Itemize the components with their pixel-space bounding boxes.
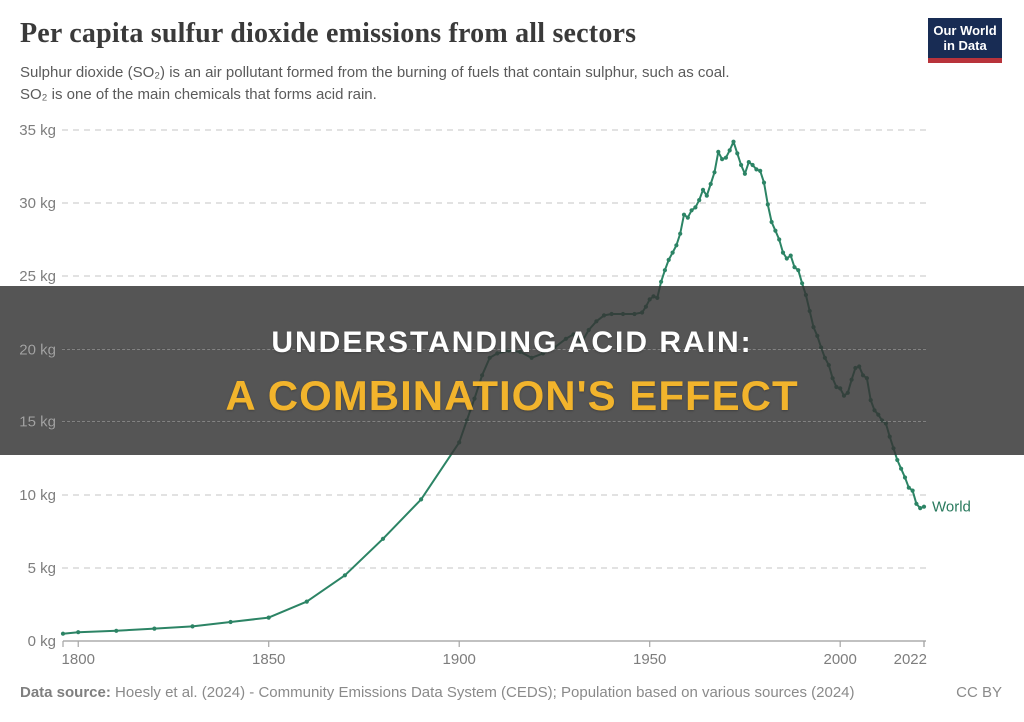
chart-subtitle: Sulphur dioxide (SO₂) is an air pollutan… bbox=[20, 62, 900, 106]
data-source: Data source: Hoesly et al. (2024) - Comm… bbox=[20, 684, 855, 701]
data-point[interactable] bbox=[693, 205, 698, 210]
data-point[interactable] bbox=[784, 256, 789, 261]
data-point[interactable] bbox=[742, 171, 748, 176]
data-point[interactable] bbox=[895, 457, 900, 463]
data-point[interactable] bbox=[765, 202, 770, 207]
data-point[interactable] bbox=[910, 488, 915, 493]
subtitle-line-2: SO₂ is one of the main chemicals that fo… bbox=[20, 86, 377, 103]
y-axis-label: 25 kg bbox=[19, 268, 56, 285]
banner-subheadline: A COMBINATION'S EFFECT bbox=[225, 372, 799, 419]
banner-headline: UNDERSTANDING ACID RAIN: bbox=[271, 326, 753, 359]
data-point[interactable] bbox=[708, 181, 713, 187]
data-point[interactable] bbox=[419, 497, 424, 502]
data-point[interactable] bbox=[773, 228, 778, 233]
data-point[interactable] bbox=[727, 148, 732, 153]
data-point[interactable] bbox=[914, 501, 919, 506]
data-source-label: Data source: bbox=[20, 684, 111, 701]
data-point[interactable] bbox=[704, 193, 709, 198]
data-point[interactable] bbox=[723, 155, 729, 160]
y-axis-label: 5 kg bbox=[28, 560, 56, 577]
data-point[interactable] bbox=[720, 157, 725, 162]
data-point[interactable] bbox=[780, 250, 786, 255]
data-point[interactable] bbox=[697, 198, 702, 203]
data-point[interactable] bbox=[662, 268, 668, 273]
data-point[interactable] bbox=[266, 615, 271, 620]
data-point[interactable] bbox=[761, 180, 767, 185]
data-point[interactable] bbox=[796, 268, 801, 273]
data-point[interactable] bbox=[716, 149, 721, 154]
data-point[interactable] bbox=[792, 265, 797, 270]
x-axis-label: 2022 bbox=[894, 651, 927, 668]
data-point[interactable] bbox=[670, 250, 675, 255]
y-axis-label-15kg: 15 kg bbox=[19, 413, 56, 431]
owid-logo-line-2: in Data bbox=[943, 38, 987, 53]
x-axis-label: 2000 bbox=[823, 651, 856, 668]
y-axis-label: 10 kg bbox=[19, 487, 56, 504]
data-point[interactable] bbox=[750, 162, 755, 168]
overlay-banner: 20 kg 15 kg UNDERSTANDING ACID RAIN: A C… bbox=[0, 286, 1024, 455]
page-title: Per capita sulfur dioxide emissions from… bbox=[20, 18, 637, 49]
gridline-20kg bbox=[62, 349, 926, 350]
data-point[interactable] bbox=[788, 253, 793, 258]
data-point[interactable] bbox=[60, 631, 66, 636]
data-point[interactable] bbox=[152, 626, 157, 631]
data-point[interactable] bbox=[746, 160, 751, 165]
data-point[interactable] bbox=[735, 151, 740, 156]
data-point[interactable] bbox=[689, 208, 694, 213]
data-point[interactable] bbox=[700, 187, 706, 192]
data-point[interactable] bbox=[921, 504, 927, 509]
data-point[interactable] bbox=[731, 139, 736, 144]
data-point[interactable] bbox=[681, 212, 687, 217]
data-point[interactable] bbox=[380, 536, 386, 541]
gridline-15kg bbox=[62, 421, 926, 422]
data-point[interactable] bbox=[685, 215, 690, 220]
subtitle-line-1: Sulphur dioxide (SO₂) is an air pollutan… bbox=[20, 64, 730, 81]
x-axis-label: 1900 bbox=[443, 651, 476, 668]
data-point[interactable] bbox=[769, 219, 774, 225]
data-point[interactable] bbox=[659, 279, 664, 284]
data-point[interactable] bbox=[777, 237, 782, 242]
y-axis-label: 0 kg bbox=[28, 633, 56, 650]
x-axis-label: 1950 bbox=[633, 651, 666, 668]
data-point[interactable] bbox=[758, 168, 763, 173]
license-link[interactable]: CC BY bbox=[956, 684, 1002, 701]
x-axis-label: 1850 bbox=[252, 651, 285, 668]
data-point[interactable] bbox=[76, 630, 81, 635]
data-point[interactable] bbox=[666, 257, 671, 262]
y-axis-label-20kg: 20 kg bbox=[19, 341, 56, 359]
data-point[interactable] bbox=[114, 628, 119, 633]
data-point[interactable] bbox=[902, 475, 908, 480]
data-point[interactable] bbox=[800, 281, 805, 286]
data-point[interactable] bbox=[754, 167, 759, 172]
data-point[interactable] bbox=[342, 573, 347, 578]
data-point[interactable] bbox=[918, 506, 923, 511]
data-point[interactable] bbox=[190, 624, 195, 629]
data-point[interactable] bbox=[678, 231, 683, 236]
owid-logo-line-1: Our World bbox=[933, 23, 997, 38]
data-point[interactable] bbox=[906, 485, 911, 490]
data-source-text[interactable]: Hoesly et al. (2024) - Community Emissio… bbox=[115, 684, 855, 701]
data-point[interactable] bbox=[228, 619, 233, 625]
data-point[interactable] bbox=[739, 162, 744, 168]
data-point[interactable] bbox=[899, 466, 904, 471]
chart-footer: Data source: Hoesly et al. (2024) - Comm… bbox=[20, 684, 1002, 701]
y-axis-label: 35 kg bbox=[19, 122, 56, 139]
data-point[interactable] bbox=[304, 599, 309, 604]
y-axis-label: 30 kg bbox=[19, 195, 56, 212]
series-label-world[interactable]: World bbox=[932, 499, 971, 516]
x-axis-label: 1800 bbox=[62, 651, 95, 668]
data-point[interactable] bbox=[674, 243, 679, 248]
data-point[interactable] bbox=[712, 170, 717, 175]
owid-logo[interactable]: Our World in Data bbox=[928, 18, 1002, 63]
